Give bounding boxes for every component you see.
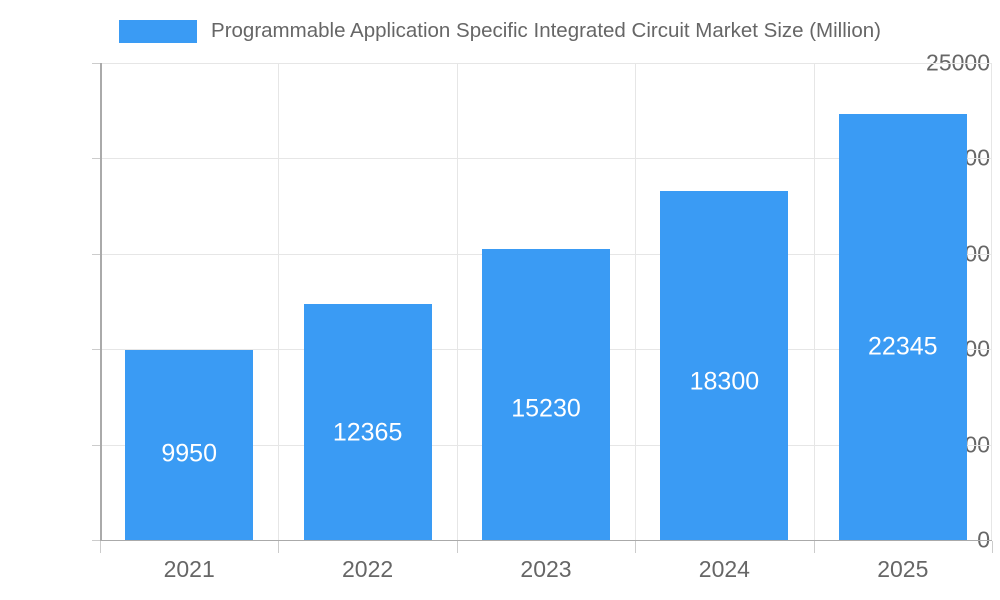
- legend-color-swatch-icon: [119, 19, 198, 43]
- y-axis-tick-mark: [92, 540, 100, 541]
- y-axis-tick-mark: [92, 63, 100, 64]
- gridline-vertical: [456, 63, 458, 540]
- x-axis-tick-mark: [635, 541, 637, 553]
- plot-right-border: [991, 63, 992, 540]
- bar[interactable]: [660, 190, 789, 540]
- x-axis-tick-mark: [992, 541, 993, 553]
- x-axis-tick-mark: [813, 541, 815, 553]
- x-axis-tick-label: 2025: [877, 556, 929, 582]
- chart-legend: Programmable Application Specific Integr…: [0, 8, 1000, 54]
- x-axis-tick-label: 2021: [163, 556, 215, 582]
- x-axis-tick-mark: [456, 541, 458, 553]
- bar-value-label: 22345: [868, 332, 938, 361]
- gridline-vertical: [635, 63, 637, 540]
- bar[interactable]: [838, 113, 967, 540]
- gridline-horizontal: [100, 63, 992, 64]
- gridline-vertical: [278, 63, 280, 540]
- bar-value-label: 12365: [332, 418, 403, 447]
- gridline-vertical: [813, 63, 815, 540]
- plot-area: 9950 12365 15230 18300 22345: [100, 63, 992, 541]
- bar[interactable]: [303, 304, 432, 540]
- bar[interactable]: [125, 350, 254, 540]
- x-axis-tick-label: 2022: [342, 556, 394, 582]
- y-axis-tick-mark: [92, 444, 100, 446]
- legend-item-series-1[interactable]: Programmable Application Specific Integr…: [119, 19, 881, 43]
- bar-value-label: 15230: [511, 394, 581, 423]
- x-axis-line: [100, 539, 992, 541]
- x-axis-tick-label: 2023: [520, 556, 572, 582]
- x-axis-tick-mark: [278, 541, 280, 553]
- y-axis-tick-mark: [92, 253, 100, 255]
- y-axis-tick-mark: [92, 349, 100, 351]
- x-axis-tick-label: 2024: [698, 556, 750, 582]
- legend-item-label: Programmable Application Specific Integr…: [211, 19, 881, 42]
- y-axis-tick-mark: [92, 158, 100, 160]
- x-axis-tick-mark: [100, 541, 101, 553]
- bar-value-label: 18300: [689, 367, 760, 396]
- bar[interactable]: [482, 249, 610, 540]
- y-axis-line: [100, 63, 102, 540]
- gridline-horizontal: [100, 158, 992, 160]
- bar-value-label: 9950: [161, 439, 217, 468]
- y-axis-tick-label: 25000: [926, 49, 990, 76]
